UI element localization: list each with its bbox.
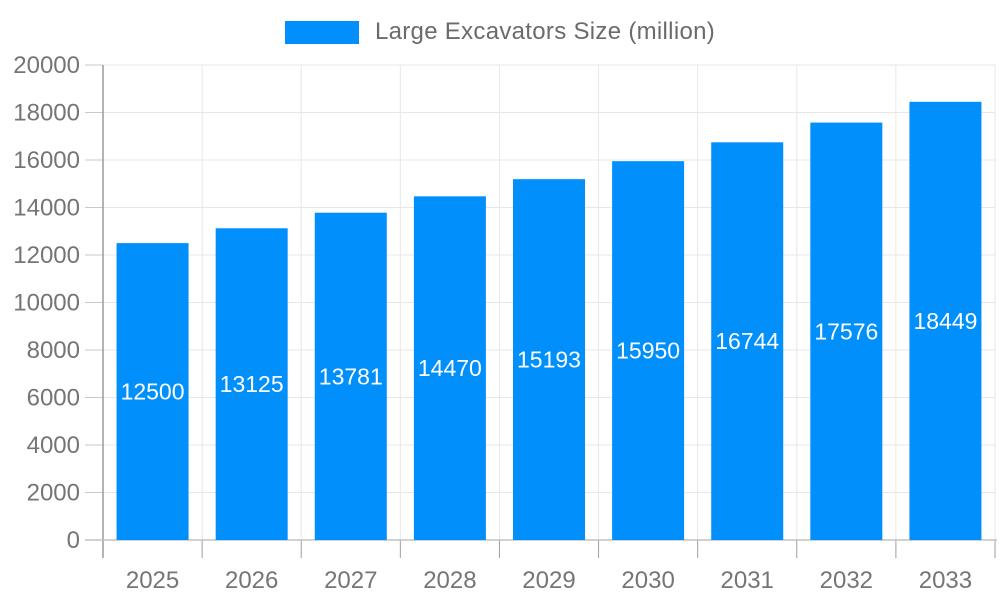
bar-2032[interactable]	[810, 122, 883, 540]
bar-2027[interactable]	[314, 212, 387, 541]
legend-swatch	[284, 20, 359, 44]
bar-value-label: 16744	[715, 328, 779, 354]
y-axis-label: 12000	[13, 242, 80, 269]
x-axis-label: 2031	[721, 567, 774, 594]
bar-value-label: 13125	[220, 371, 284, 397]
y-axis-label: 8000	[27, 337, 80, 364]
y-axis-label: 14000	[13, 195, 80, 222]
bar-2030[interactable]	[612, 161, 685, 540]
y-axis-label: 4000	[27, 432, 80, 459]
bar-value-label: 17576	[814, 318, 878, 344]
x-axis-label: 2032	[820, 567, 873, 594]
x-axis-label: 2028	[423, 567, 476, 594]
y-axis-label: 0	[67, 527, 80, 554]
x-axis-label: 2033	[919, 567, 972, 594]
x-axis-label: 2027	[324, 567, 377, 594]
bar-value-label: 14470	[418, 355, 482, 381]
bar-value-label: 18449	[913, 308, 977, 334]
bar-value-label: 15193	[517, 347, 581, 373]
bar-2033[interactable]	[909, 101, 982, 541]
x-axis-label: 2025	[126, 567, 179, 594]
bar-value-label: 13781	[319, 363, 383, 389]
y-axis-label: 2000	[27, 480, 80, 507]
bar-2029[interactable]	[513, 179, 585, 540]
x-axis-label: 2026	[225, 567, 278, 594]
y-axis-label: 20000	[13, 52, 80, 79]
y-axis-label: 6000	[27, 385, 80, 412]
bar-value-label: 12500	[121, 379, 185, 405]
y-axis-label: 18000	[13, 100, 80, 127]
bar-2028[interactable]	[413, 196, 486, 540]
x-axis-label: 2030	[621, 567, 674, 594]
y-axis-label: 10000	[13, 290, 80, 317]
bar-value-label: 15950	[616, 338, 680, 364]
bar-2031[interactable]	[711, 142, 784, 540]
x-axis-label: 2029	[522, 567, 575, 594]
y-axis-label: 16000	[13, 147, 80, 174]
bar-2025[interactable]	[116, 243, 189, 540]
bar-2026[interactable]	[215, 228, 288, 540]
legend-label: Large Excavators Size (million)	[374, 18, 716, 45]
legend[interactable]: Large Excavators Size (million)	[0, 18, 1000, 46]
